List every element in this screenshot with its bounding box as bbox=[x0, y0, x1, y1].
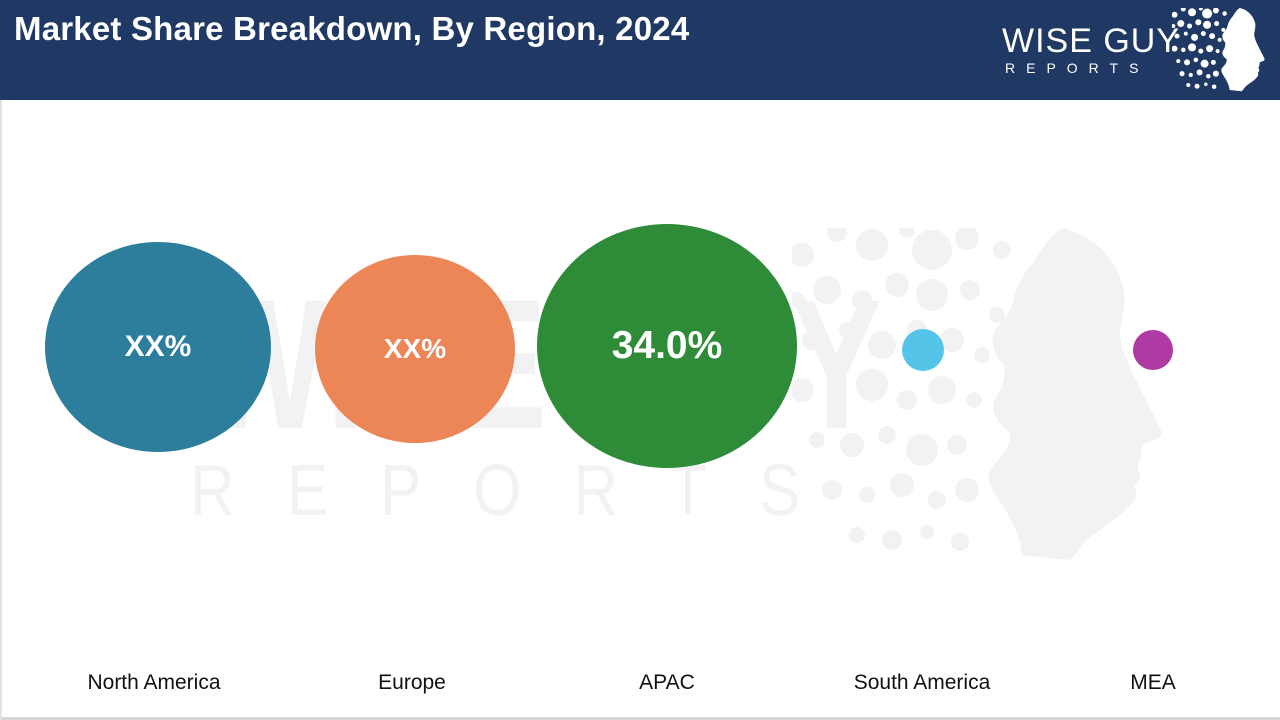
bubble-value-north-america: XX% bbox=[124, 330, 192, 363]
region-label-apac: APAC bbox=[639, 671, 695, 694]
bubble-mea bbox=[1133, 330, 1173, 370]
bubble-north-america: XX% bbox=[45, 242, 271, 452]
bubble-europe: XX% bbox=[315, 255, 515, 443]
bubble-south-america bbox=[902, 329, 944, 371]
wise-guy-logo: WISE GUY REPORTS bbox=[1002, 8, 1266, 94]
logo-wordmark: WISE GUY bbox=[1002, 22, 1181, 60]
logo-subtext: REPORTS bbox=[1005, 60, 1150, 76]
watermark-subtext: REPORTS bbox=[190, 451, 852, 531]
region-label-mea: MEA bbox=[1130, 671, 1176, 694]
region-label-north-america: North America bbox=[87, 671, 221, 694]
chart-area: WISE GUY REPORTS XX% XX% 34.0% North Ame… bbox=[0, 100, 1280, 720]
wise-guy-head-icon bbox=[1172, 8, 1266, 92]
bubble-apac: 34.0% bbox=[537, 224, 797, 468]
bubble-value-apac: 34.0% bbox=[611, 324, 723, 367]
bubble-value-europe: XX% bbox=[383, 333, 447, 364]
chart-title: Market Share Breakdown, By Region, 2024 bbox=[14, 10, 690, 47]
header-bar: Market Share Breakdown, By Region, 2024 … bbox=[0, 0, 1280, 100]
region-label-south-america: South America bbox=[853, 671, 991, 694]
region-label-europe: Europe bbox=[378, 671, 446, 694]
